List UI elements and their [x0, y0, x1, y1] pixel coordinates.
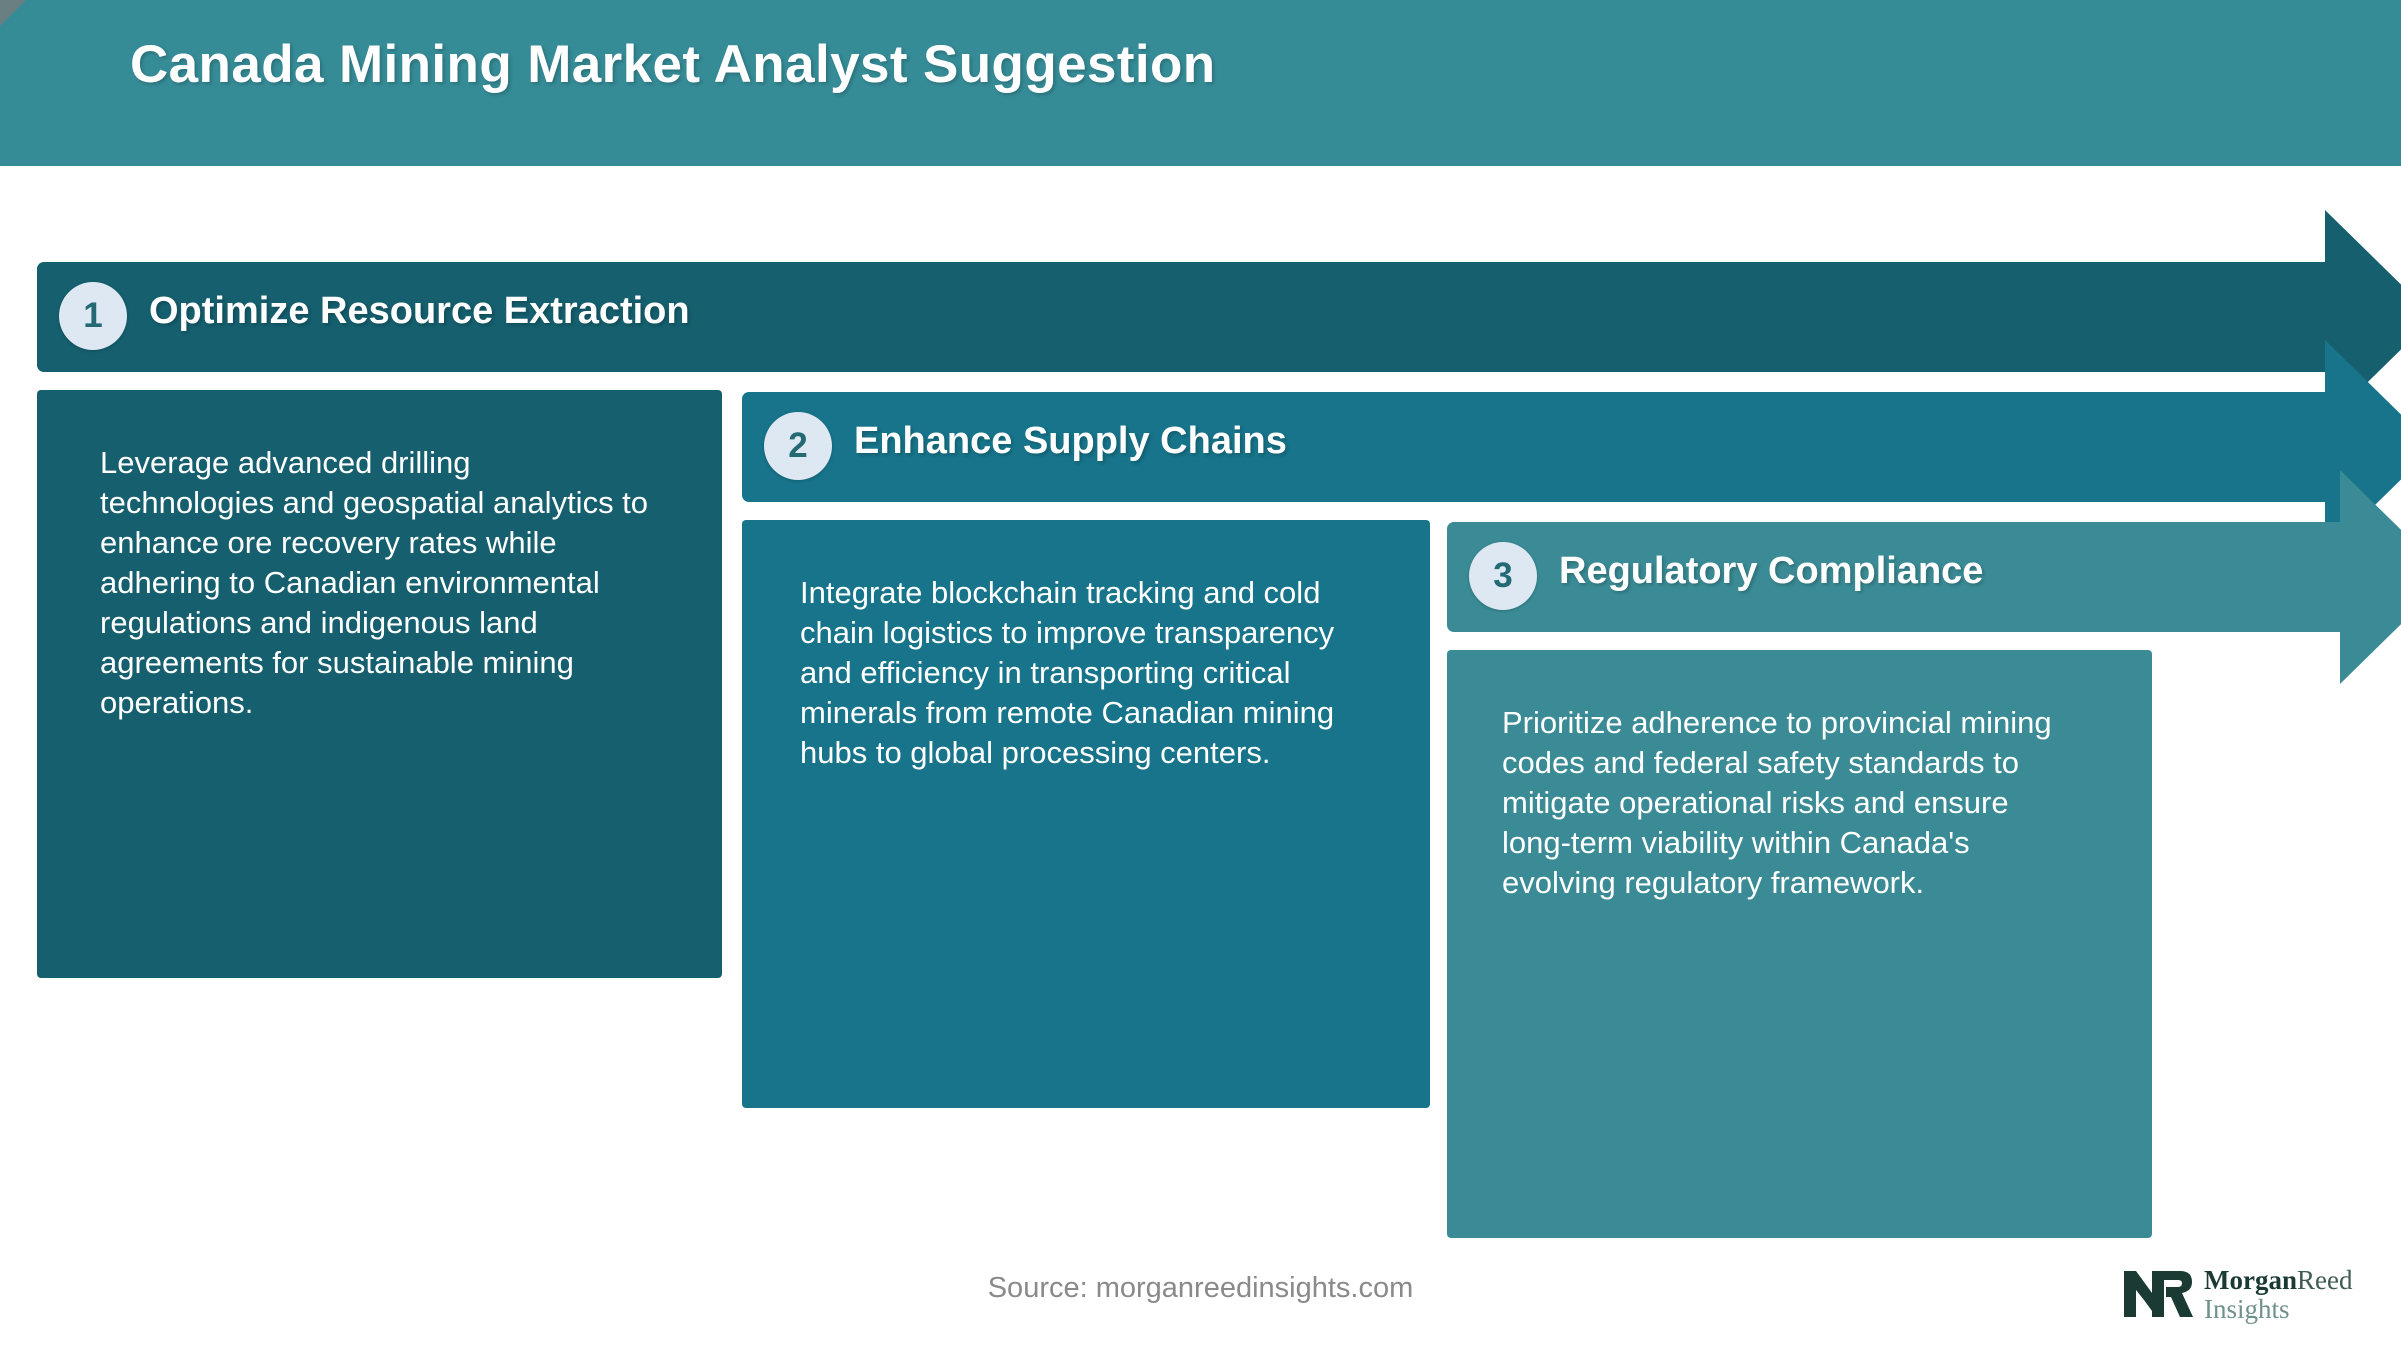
- step-3-number: 3: [1493, 556, 1513, 595]
- step-3-card: Prioritize adherence to provincial minin…: [1447, 650, 2152, 1238]
- logo-wordmark: MorganReed Insights: [2204, 1267, 2352, 1323]
- brand-logo: MorganReed Insights: [2122, 1258, 2362, 1332]
- step-3-badge: 3: [1469, 542, 1537, 610]
- step-header-3[interactable]: 3 Regulatory Compliance: [1447, 470, 2401, 684]
- step-3-bar: [1447, 522, 2245, 632]
- logo-morgan: Morgan: [2204, 1265, 2297, 1295]
- step-1-bar: [37, 262, 2230, 372]
- mr-monogram-icon: [2122, 1267, 2194, 1324]
- step-1-number: 1: [83, 296, 103, 335]
- step-2-title: Enhance Supply Chains: [854, 420, 1287, 462]
- logo-insights: Insights: [2204, 1294, 2290, 1324]
- step-header-2[interactable]: 2 Enhance Supply Chains: [742, 340, 2401, 554]
- logo-reed: Reed: [2296, 1265, 2353, 1295]
- corner-notch-decoration: [0, 0, 26, 26]
- step-header-1[interactable]: 1 Optimize Resource Extraction: [37, 210, 2401, 424]
- header-band: Canada Mining Market Analyst Suggestion: [0, 0, 2401, 166]
- page-title: Canada Mining Market Analyst Suggestion: [130, 35, 1216, 94]
- step-2-badge: 2: [764, 412, 832, 480]
- step-1-body-text: Leverage advanced drilling technologies …: [100, 445, 649, 720]
- step-1-card: Leverage advanced drilling technologies …: [37, 390, 722, 978]
- step-3-title: Regulatory Compliance: [1559, 550, 1984, 592]
- step-3-body-text: Prioritize adherence to provincial minin…: [1502, 705, 2052, 900]
- step-3-arrowhead: [2230, 470, 2401, 684]
- step-2-card: Integrate blockchain tracking and cold c…: [742, 520, 1430, 1108]
- logo-line-one: MorganReed: [2204, 1267, 2352, 1294]
- step-2-bar: [742, 392, 2230, 502]
- source-note: Source: morganreedinsights.com: [987, 1272, 1414, 1304]
- step-2-number: 2: [788, 426, 808, 465]
- step-1-badge: 1: [59, 282, 127, 350]
- step-2-body-text: Integrate blockchain tracking and cold c…: [800, 575, 1335, 770]
- step-1-title: Optimize Resource Extraction: [149, 290, 690, 332]
